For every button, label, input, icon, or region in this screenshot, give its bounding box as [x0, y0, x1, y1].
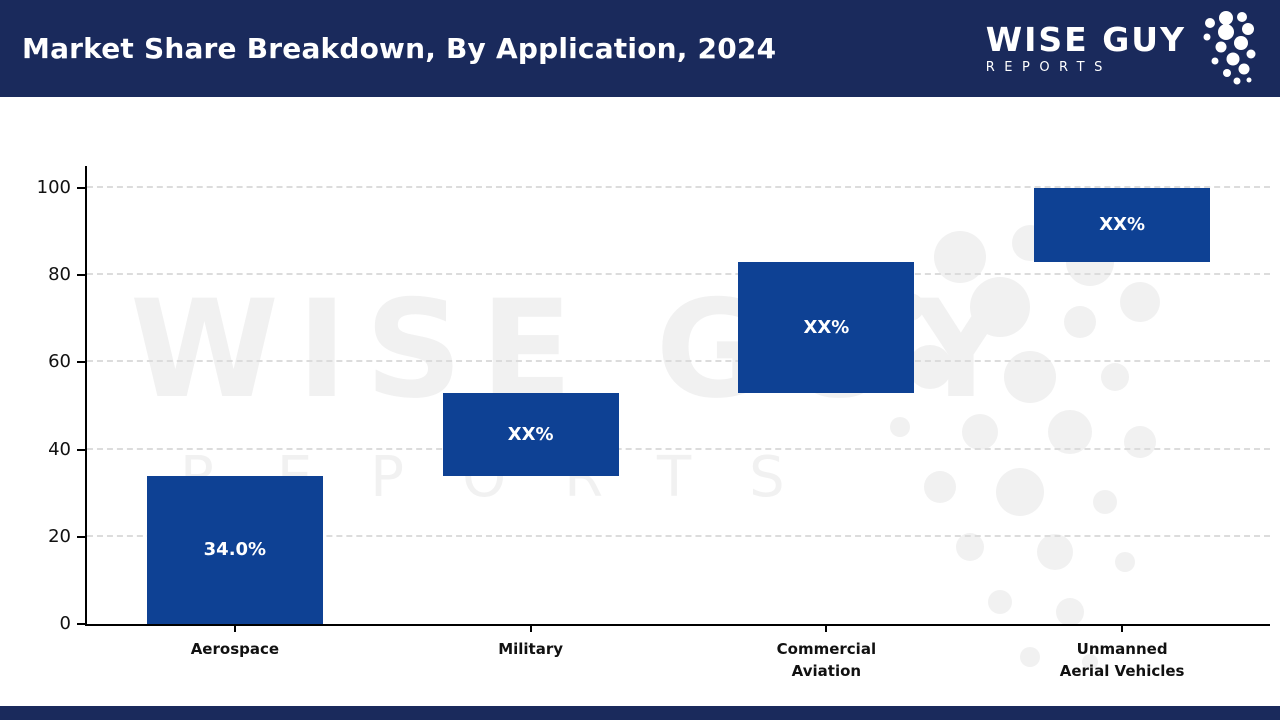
- footer-bar: [0, 706, 1280, 720]
- y-axis-tick: [77, 186, 85, 189]
- chart-title: Market Share Breakdown, By Application, …: [22, 32, 777, 65]
- y-axis-tick: [77, 448, 85, 451]
- bar-segment: XX%: [1034, 187, 1211, 262]
- bar-segment: XX%: [442, 392, 619, 476]
- y-axis-tick-label: 80: [48, 264, 71, 286]
- x-axis-tick: [233, 624, 236, 632]
- logo-head-icon: [1203, 10, 1256, 84]
- y-axis-tick-label: 20: [48, 525, 71, 547]
- wiseguy-logo: WISE GUY REPORTS: [986, 10, 1258, 88]
- plot-area: 0 20 40 60 80 100 34.0% Aerospace XX% Military XX%…: [37, 166, 1270, 680]
- bar-value-label: XX%: [507, 423, 554, 445]
- logo-wordmark-main: WISE GUY: [985, 19, 1186, 59]
- y-axis-tick: [77, 274, 85, 277]
- x-axis-category-label: Unmanned Aerial Vehicles: [1059, 640, 1185, 680]
- x-axis-category-label: Aerospace: [190, 640, 280, 658]
- gridline: [87, 273, 1270, 276]
- bar-value-label: XX%: [803, 316, 850, 338]
- bar-value-label: XX%: [1099, 214, 1146, 236]
- x-axis-tick: [1121, 624, 1124, 632]
- chart-area: WISE GUY REPORTS 0 20 40 60 80 100 34.0% Aerosp…: [0, 97, 1280, 706]
- x-axis-category-label: Military: [498, 640, 564, 658]
- logo-wordmark-sub: REPORTS: [985, 59, 1112, 75]
- y-axis-tick: [77, 535, 85, 538]
- gridline: [87, 185, 1270, 188]
- gridline: [87, 360, 1270, 363]
- gridline: [87, 447, 1270, 450]
- gridline: [87, 534, 1270, 537]
- x-axis-category-label: Commercial Aviation: [776, 640, 877, 680]
- y-axis-tick: [77, 623, 85, 625]
- logo-wordmark: WISE GUY REPORTS: [986, 23, 1186, 75]
- x-axis-tick: [825, 624, 828, 632]
- bar-value-label: 34.0%: [203, 539, 267, 561]
- bar-segment: XX%: [738, 261, 915, 393]
- y-axis-tick-label: 40: [48, 438, 71, 460]
- y-axis-tick-label: 0: [59, 613, 71, 634]
- y-axis-tick: [77, 361, 85, 364]
- header-bar: Market Share Breakdown, By Application, …: [0, 0, 1280, 97]
- y-axis-tick-label: 100: [36, 176, 71, 198]
- y-axis-tick-label: 60: [48, 351, 71, 373]
- x-axis-tick: [529, 624, 532, 632]
- bar-segment: 34.0%: [146, 475, 323, 624]
